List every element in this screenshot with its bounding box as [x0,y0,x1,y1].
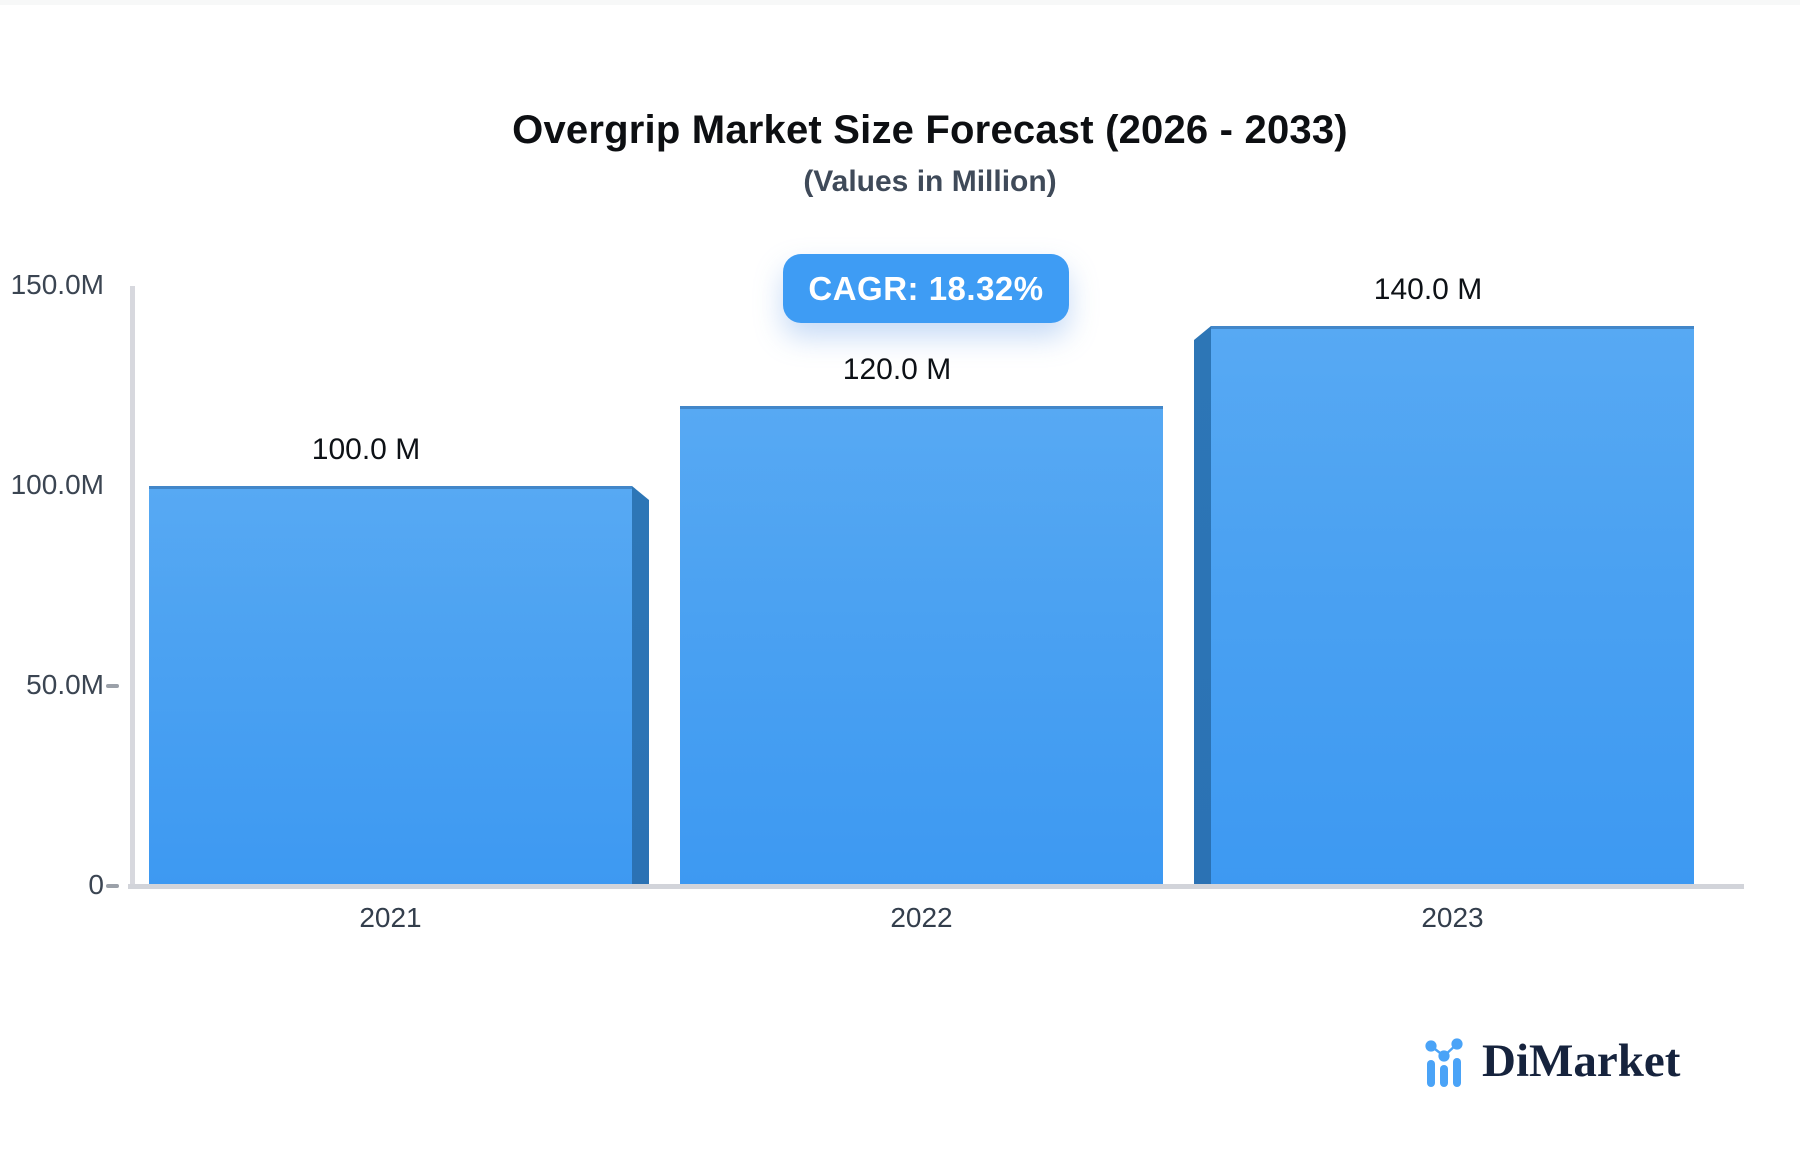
top-edge-strip [0,0,1800,5]
y-axis-tick-label: 50.0M [26,669,104,700]
y-axis-tick-label: 0 [88,869,104,900]
y-axis-tick-mark [106,684,119,688]
chart-subtitle: (Values in Million) [803,165,1057,198]
bar-2023-side-face [1194,326,1211,886]
x-axis-label: 2023 [1421,902,1484,933]
x-axis-label: 2021 [359,902,422,933]
bar-value-label: 140.0 M [1373,273,1483,306]
y-axis-tick-label: 100.0M [10,469,104,500]
bar-chart-dots-icon [1425,1038,1463,1087]
y-axis-line [130,286,135,886]
brand-wordmark: DiMarket [1482,1035,1681,1088]
bar-value-label: 100.0 M [311,433,421,466]
bar-value-label: 120.0 M [842,353,952,386]
x-axis-label: 2022 [890,902,953,933]
y-axis-tick-label: 150.0M [10,269,104,300]
bar-2021-side-face [632,486,649,886]
cagr-badge-label: CAGR: 18.32% [808,269,1044,307]
brand-logo: DiMarket [1420,1030,1680,1088]
x-axis-baseline [128,884,1744,889]
bar-2022 [680,406,1163,886]
bar-2023 [1211,326,1694,886]
cagr-badge: CAGR: 18.32% [783,254,1069,323]
bar-2021 [149,486,632,886]
chart-title: Overgrip Market Size Forecast (2026 - 20… [512,108,1348,152]
y-axis-tick-mark [106,884,119,888]
